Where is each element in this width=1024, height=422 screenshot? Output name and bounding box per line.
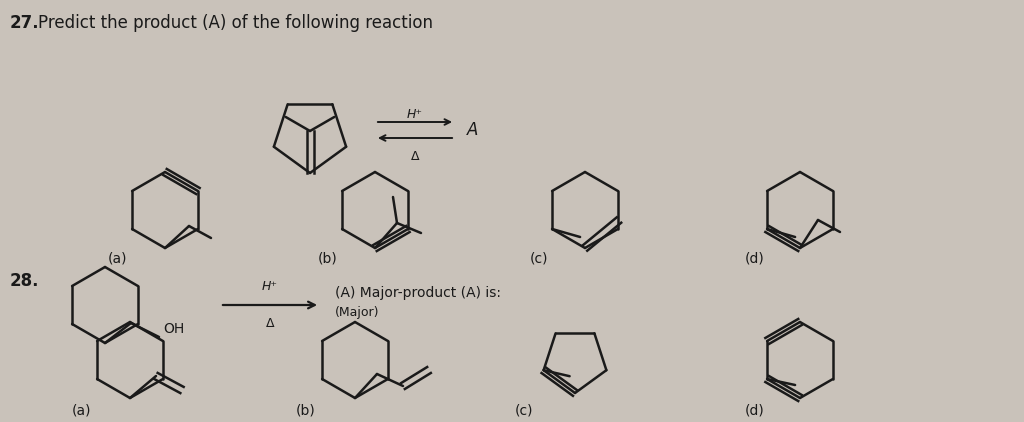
Text: Δ: Δ [266, 317, 274, 330]
Text: (c): (c) [515, 404, 534, 418]
Text: Δ: Δ [411, 150, 419, 163]
Text: 27.: 27. [10, 14, 40, 32]
Text: 28.: 28. [10, 272, 40, 290]
Text: (b): (b) [296, 404, 315, 418]
Text: Predict the product (A) of the following reaction: Predict the product (A) of the following… [38, 14, 433, 32]
Text: (a): (a) [108, 252, 128, 266]
Text: (d): (d) [745, 252, 765, 266]
Text: (Major): (Major) [335, 306, 380, 319]
Text: (A) Major-product (A) is:: (A) Major-product (A) is: [335, 286, 501, 300]
Text: (d): (d) [745, 404, 765, 418]
Text: H⁺: H⁺ [407, 108, 423, 121]
Text: (c): (c) [530, 252, 549, 266]
Text: (a): (a) [72, 404, 91, 418]
Text: A: A [467, 121, 478, 139]
Text: OH: OH [163, 322, 184, 336]
Text: (b): (b) [318, 252, 338, 266]
Text: H⁺: H⁺ [262, 280, 278, 293]
